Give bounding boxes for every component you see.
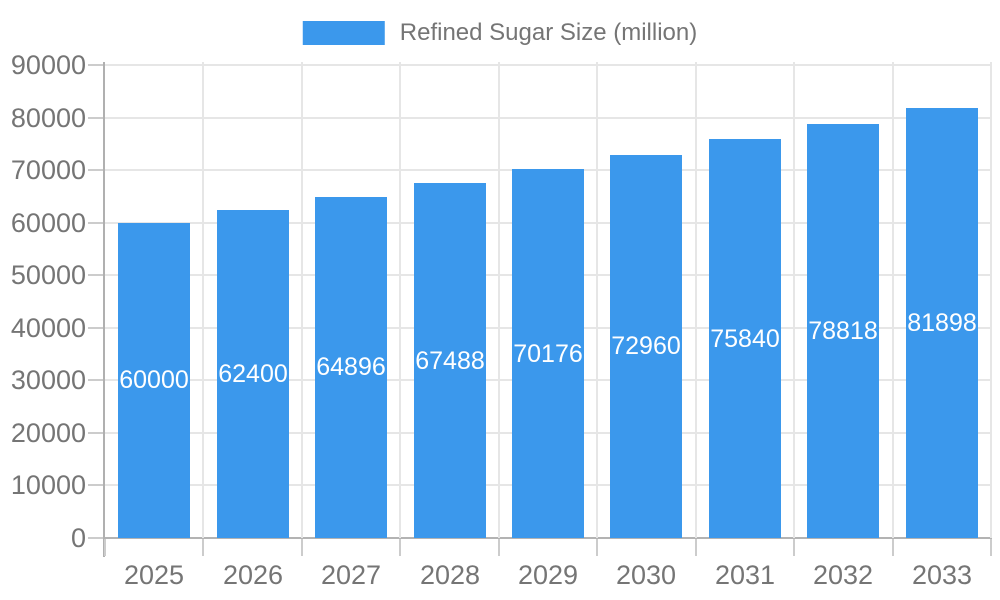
x-axis-tick-label: 2026	[222, 560, 284, 590]
y-axis-tick-label: 70000	[10, 155, 86, 185]
x-axis-tick-label: 2029	[517, 560, 579, 590]
vertical-gridline	[596, 62, 598, 538]
horizontal-gridline	[105, 64, 991, 66]
y-axis-tick	[88, 222, 103, 224]
x-axis-tick	[498, 539, 500, 556]
vertical-gridline	[498, 62, 500, 538]
bar	[807, 124, 879, 538]
y-axis-tick	[88, 379, 103, 381]
y-axis-tick-label: 10000	[10, 470, 86, 500]
vertical-gridline	[695, 62, 697, 538]
y-axis-tick	[88, 432, 103, 434]
bar	[906, 108, 978, 538]
bar-value-label: 78818	[808, 317, 878, 345]
x-axis-tick-label: 2033	[911, 560, 973, 590]
bar	[217, 210, 289, 538]
bar-value-label: 62400	[218, 360, 288, 388]
y-axis-tick	[88, 274, 103, 276]
vertical-gridline	[793, 62, 795, 538]
bar	[512, 169, 584, 538]
bar-value-label: 75840	[710, 325, 780, 353]
x-axis-tick	[104, 539, 106, 556]
horizontal-gridline	[105, 117, 991, 119]
bar	[610, 155, 682, 538]
x-axis-tick	[301, 539, 303, 556]
bar-value-label: 72960	[611, 332, 681, 360]
legend-label: Refined Sugar Size (million)	[399, 19, 698, 46]
y-axis-tick-label: 60000	[10, 208, 86, 238]
vertical-gridline	[301, 62, 303, 538]
x-axis-tick-label: 2032	[812, 560, 874, 590]
y-axis-tick	[88, 169, 103, 171]
y-axis-tick	[88, 327, 103, 329]
bar-value-label: 70176	[513, 340, 583, 368]
vertical-gridline	[399, 62, 401, 538]
x-axis-tick	[892, 539, 894, 556]
vertical-gridline	[202, 62, 204, 538]
y-axis-tick-label: 40000	[10, 313, 86, 343]
y-axis-tick	[88, 117, 103, 119]
y-axis-line	[103, 62, 105, 557]
x-axis-tick	[202, 539, 204, 556]
x-axis-tick-label: 2030	[615, 560, 677, 590]
y-axis-tick-label: 30000	[10, 365, 86, 395]
bar	[315, 197, 387, 538]
x-axis-tick-label: 2025	[123, 560, 185, 590]
y-axis-tick-label: 80000	[10, 103, 86, 133]
y-axis-tick	[88, 537, 103, 539]
bar	[414, 183, 486, 538]
bar-value-label: 67488	[415, 347, 485, 375]
bar	[709, 139, 781, 538]
bar-value-label: 64896	[316, 353, 386, 381]
y-axis-tick-label: 20000	[10, 418, 86, 448]
vertical-gridline	[990, 62, 992, 538]
x-axis-tick-label: 2027	[320, 560, 382, 590]
y-axis-tick	[88, 484, 103, 486]
x-axis-tick	[596, 539, 598, 556]
legend-swatch	[302, 21, 385, 45]
x-axis-tick-label: 2028	[419, 560, 481, 590]
y-axis-tick-label: 90000	[10, 50, 86, 80]
bar	[118, 223, 190, 538]
x-axis-baseline	[104, 537, 992, 539]
x-axis-tick	[695, 539, 697, 556]
x-axis-tick	[793, 539, 795, 556]
x-axis-tick	[399, 539, 401, 556]
legend-item[interactable]: Refined Sugar Size (million)	[302, 19, 698, 47]
y-axis-tick-label: 50000	[10, 260, 86, 290]
bar-value-label: 60000	[119, 366, 189, 394]
x-axis-tick-label: 2031	[714, 560, 776, 590]
bar-value-label: 81898	[907, 309, 977, 337]
vertical-gridline	[892, 62, 894, 538]
x-axis-tick	[990, 539, 992, 556]
y-axis-tick-label: 0	[70, 523, 86, 553]
y-axis-tick	[88, 64, 103, 66]
